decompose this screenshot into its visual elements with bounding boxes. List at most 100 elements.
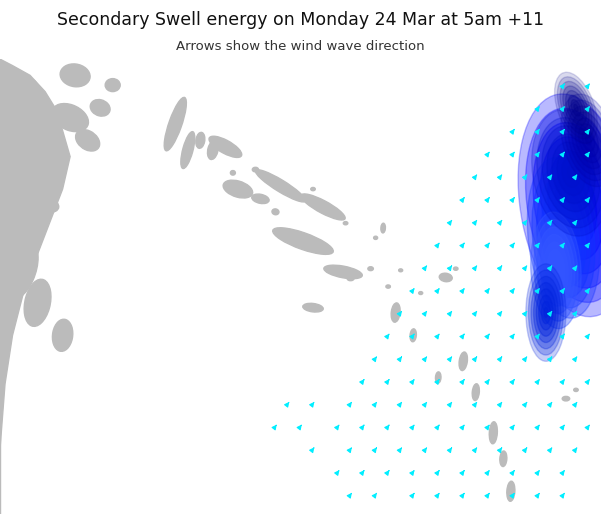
- Ellipse shape: [532, 168, 595, 308]
- Ellipse shape: [564, 100, 601, 180]
- Ellipse shape: [557, 150, 585, 195]
- Ellipse shape: [0, 88, 28, 108]
- Ellipse shape: [542, 301, 551, 324]
- Ellipse shape: [41, 198, 59, 212]
- Ellipse shape: [472, 384, 480, 400]
- Ellipse shape: [500, 451, 507, 467]
- Ellipse shape: [544, 308, 548, 318]
- Ellipse shape: [567, 167, 575, 179]
- Ellipse shape: [0, 135, 19, 166]
- Ellipse shape: [90, 100, 110, 116]
- Ellipse shape: [537, 118, 601, 228]
- Ellipse shape: [555, 72, 597, 143]
- Ellipse shape: [560, 230, 567, 246]
- Ellipse shape: [586, 136, 591, 145]
- Ellipse shape: [563, 180, 589, 231]
- Ellipse shape: [562, 396, 570, 401]
- Ellipse shape: [547, 249, 565, 291]
- Text: Arrows show the wind wave direction: Arrows show the wind wave direction: [176, 40, 425, 52]
- Ellipse shape: [548, 151, 601, 260]
- Text: Secondary Swell energy on Monday 24 Mar at 5am +11: Secondary Swell energy on Monday 24 Mar …: [57, 10, 544, 28]
- Ellipse shape: [347, 276, 354, 281]
- Ellipse shape: [555, 219, 572, 256]
- Ellipse shape: [252, 168, 258, 172]
- Ellipse shape: [544, 242, 568, 299]
- Ellipse shape: [196, 133, 205, 149]
- Ellipse shape: [532, 109, 601, 236]
- Ellipse shape: [547, 134, 595, 212]
- Ellipse shape: [572, 112, 601, 169]
- Ellipse shape: [555, 166, 597, 245]
- Ellipse shape: [0, 101, 27, 134]
- Ellipse shape: [531, 277, 561, 349]
- Ellipse shape: [537, 227, 575, 314]
- Ellipse shape: [410, 329, 416, 342]
- Ellipse shape: [575, 118, 601, 163]
- Ellipse shape: [568, 106, 601, 175]
- Ellipse shape: [546, 199, 581, 277]
- Ellipse shape: [582, 130, 595, 151]
- Ellipse shape: [542, 189, 585, 287]
- Ellipse shape: [551, 209, 576, 267]
- Ellipse shape: [2, 241, 38, 300]
- Ellipse shape: [566, 90, 587, 125]
- Ellipse shape: [386, 285, 391, 288]
- Ellipse shape: [527, 157, 600, 318]
- Ellipse shape: [560, 81, 592, 134]
- Ellipse shape: [489, 422, 498, 444]
- Ellipse shape: [528, 270, 563, 355]
- Ellipse shape: [533, 122, 601, 288]
- Ellipse shape: [223, 180, 252, 198]
- Ellipse shape: [570, 194, 582, 216]
- Ellipse shape: [209, 136, 242, 157]
- Ellipse shape: [419, 291, 423, 295]
- Ellipse shape: [52, 103, 88, 132]
- Ellipse shape: [542, 126, 600, 220]
- Ellipse shape: [105, 79, 120, 91]
- Ellipse shape: [534, 219, 578, 321]
- Polygon shape: [0, 59, 70, 514]
- Ellipse shape: [343, 222, 348, 225]
- Ellipse shape: [164, 97, 186, 151]
- Ellipse shape: [534, 283, 558, 342]
- Ellipse shape: [398, 269, 403, 272]
- Ellipse shape: [579, 124, 599, 157]
- Ellipse shape: [24, 279, 51, 326]
- Ellipse shape: [0, 186, 30, 270]
- Ellipse shape: [569, 95, 584, 121]
- Ellipse shape: [381, 223, 385, 233]
- Ellipse shape: [574, 388, 578, 392]
- Ellipse shape: [181, 132, 195, 169]
- Ellipse shape: [230, 171, 236, 175]
- Ellipse shape: [537, 178, 590, 298]
- Ellipse shape: [526, 264, 566, 361]
- Ellipse shape: [76, 130, 100, 151]
- Ellipse shape: [60, 64, 90, 87]
- Ellipse shape: [255, 170, 305, 202]
- Ellipse shape: [28, 180, 47, 197]
- Ellipse shape: [550, 257, 562, 284]
- Ellipse shape: [391, 303, 400, 322]
- Ellipse shape: [531, 212, 581, 328]
- Ellipse shape: [459, 352, 468, 371]
- Ellipse shape: [436, 372, 441, 383]
- Ellipse shape: [311, 188, 316, 191]
- Ellipse shape: [571, 100, 581, 116]
- Ellipse shape: [439, 273, 452, 282]
- Ellipse shape: [561, 94, 601, 187]
- Ellipse shape: [374, 236, 377, 240]
- Ellipse shape: [507, 481, 515, 501]
- Ellipse shape: [525, 108, 601, 302]
- Ellipse shape: [563, 86, 589, 130]
- Ellipse shape: [562, 158, 580, 187]
- Ellipse shape: [301, 194, 345, 220]
- Ellipse shape: [303, 303, 323, 312]
- Ellipse shape: [13, 77, 37, 94]
- Ellipse shape: [273, 228, 334, 254]
- Ellipse shape: [324, 265, 362, 279]
- Ellipse shape: [518, 94, 601, 317]
- Ellipse shape: [538, 295, 553, 330]
- Ellipse shape: [368, 267, 373, 271]
- Ellipse shape: [557, 77, 594, 139]
- Ellipse shape: [454, 267, 458, 270]
